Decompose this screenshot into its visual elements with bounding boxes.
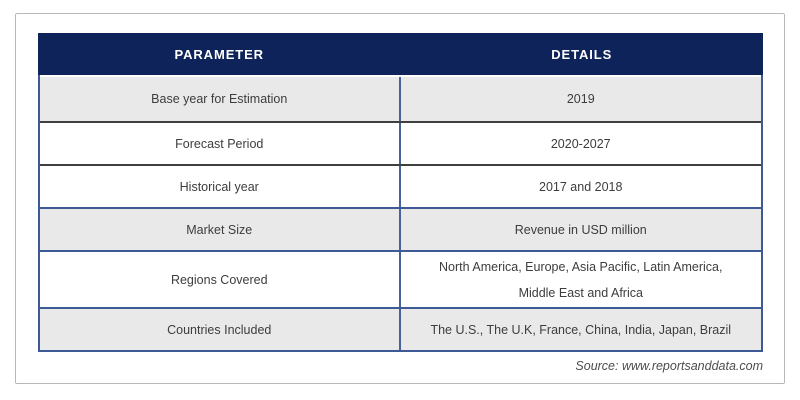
parameter-historical-year: Historical year bbox=[40, 166, 401, 207]
detail-regions-covered: North America, Europe, Asia Pacific, Lat… bbox=[439, 259, 723, 300]
table-row: Countries Included The U.S., The U.K, Fr… bbox=[40, 307, 761, 350]
detail-historical-year: 2017 and 2018 bbox=[539, 179, 623, 194]
report-parameters-table: PARAMETER DETAILS Base year for Estimati… bbox=[38, 33, 763, 352]
table-row: Regions Covered North America, Europe, A… bbox=[40, 250, 761, 307]
detail-countries-included: The U.S., The U.K, France, China, India,… bbox=[430, 322, 732, 337]
column-header-details: DETAILS bbox=[551, 46, 613, 62]
parameter-market-size: Market Size bbox=[40, 209, 401, 250]
table-body: Base year for Estimation 2019 Forecast P… bbox=[38, 75, 763, 352]
parameter-countries-included: Countries Included bbox=[40, 309, 401, 350]
source-attribution: Source: www.reportsanddata.com bbox=[575, 359, 763, 373]
detail-market-size: Revenue in USD million bbox=[514, 222, 647, 237]
table-header-row: PARAMETER DETAILS bbox=[38, 33, 763, 75]
column-header-parameter: PARAMETER bbox=[174, 46, 264, 62]
table-row: Base year for Estimation 2019 bbox=[40, 75, 761, 121]
detail-forecast-period: 2020-2027 bbox=[550, 136, 611, 151]
parameter-forecast-period: Forecast Period bbox=[40, 123, 401, 164]
table-row: Historical year 2017 and 2018 bbox=[40, 164, 761, 207]
table-row: Market Size Revenue in USD million bbox=[40, 207, 761, 250]
detail-base-year: 2019 bbox=[566, 92, 595, 106]
parameter-regions-covered: Regions Covered bbox=[40, 252, 401, 307]
table-row: Forecast Period 2020-2027 bbox=[40, 121, 761, 164]
parameter-base-year: Base year for Estimation bbox=[40, 77, 401, 121]
